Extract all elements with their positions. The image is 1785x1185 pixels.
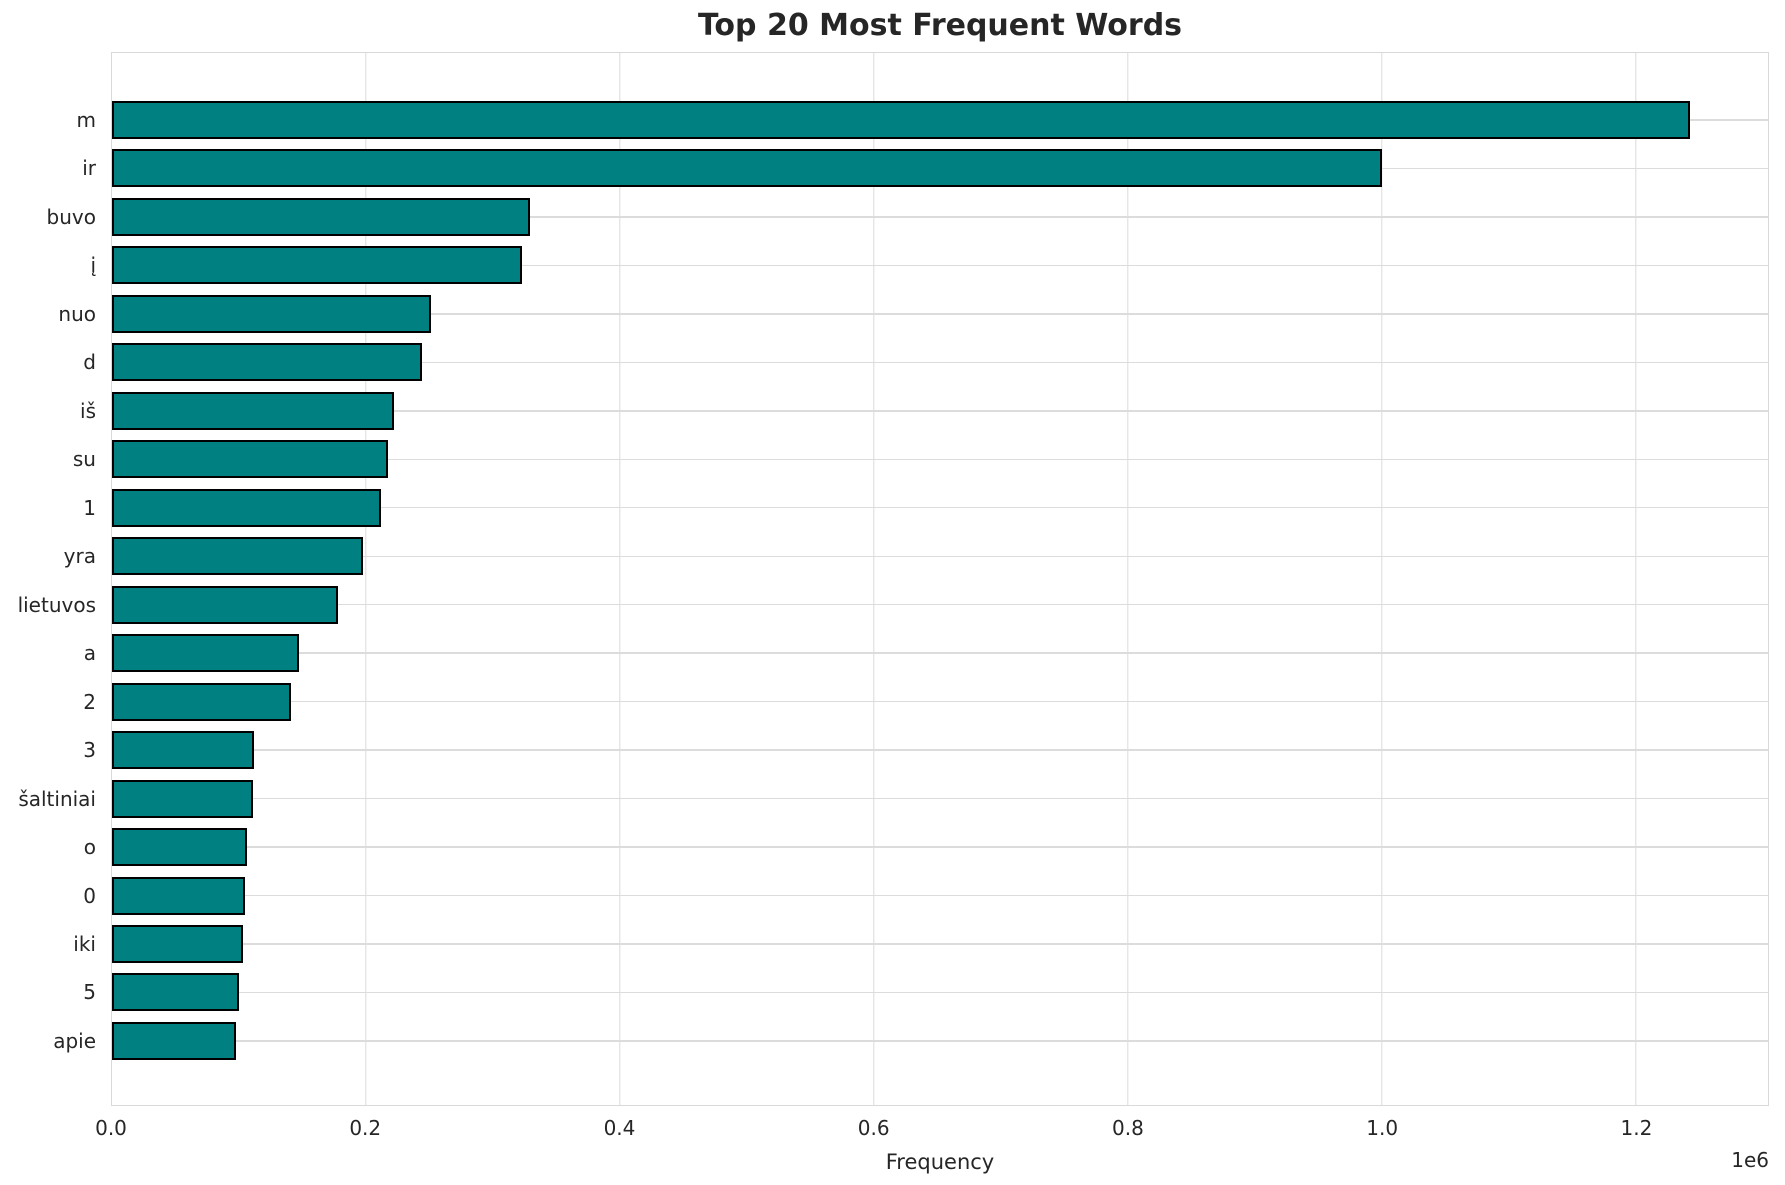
bar-row: 3 <box>83 731 1768 770</box>
category-label: iki <box>73 931 96 956</box>
horizontal-gridline <box>112 797 1768 800</box>
bar-row: a <box>84 634 1768 673</box>
category-label: m <box>76 108 96 132</box>
x-axis-ticks: 0.0 0.2 0.4 0.6 0.8 1.0 1.2 <box>95 1116 1769 1144</box>
horizontal-gridline <box>112 458 1768 460</box>
vertical-gridline <box>1634 53 1637 1105</box>
horizontal-gridline <box>112 555 1768 557</box>
bar <box>112 682 292 721</box>
bar <box>112 876 246 915</box>
x-tick-label: 0.0 <box>95 1116 127 1140</box>
vertical-gridline <box>1380 53 1383 1105</box>
bar-row: yra <box>64 537 1768 576</box>
horizontal-gridline <box>112 894 1768 897</box>
bar <box>112 197 530 236</box>
category-label: d <box>83 350 96 375</box>
bar-row: nuo <box>58 294 1768 333</box>
category-label: 3 <box>83 738 96 763</box>
x-tick-label: 1.0 <box>1366 1116 1399 1140</box>
category-label: lietuvos <box>17 592 96 617</box>
category-label: ir <box>82 156 96 181</box>
x-axis-label: Frequency <box>885 1150 995 1174</box>
category-label: 5 <box>83 980 96 1005</box>
bar <box>112 101 1691 139</box>
bar-row: m <box>77 101 1768 139</box>
category-label: 2 <box>83 689 96 714</box>
bar <box>112 779 253 818</box>
vertical-gridline <box>1127 53 1129 1105</box>
bar <box>112 731 255 770</box>
bar-row: lietuvos <box>18 585 1768 624</box>
bar <box>112 343 422 382</box>
category-label: apie <box>53 1028 96 1053</box>
x-tick-label: 0.6 <box>857 1116 890 1140</box>
category-label: yra <box>63 544 96 569</box>
category-label: į <box>90 253 96 278</box>
vertical-gridline <box>619 53 621 1105</box>
horizontal-gridline <box>112 216 1768 218</box>
horizontal-gridline <box>112 991 1768 994</box>
bar-row: 5 <box>83 973 1768 1012</box>
category-label: o <box>83 835 96 860</box>
x-tick-label: 0.2 <box>349 1116 382 1140</box>
horizontal-gridline <box>112 1040 1768 1042</box>
horizontal-gridline <box>112 652 1768 654</box>
category-label: iš <box>80 398 96 423</box>
plot-area: m ir buvo į nuo d iš su 1 yra lietuvos a 2 3 šaltiniai… <box>18 52 1769 1106</box>
bar-row: į <box>90 246 1768 285</box>
chart-title: Top 20 Most Frequent Words <box>697 8 1183 43</box>
bar-row: 0 <box>83 876 1768 915</box>
bar-row: iki <box>73 924 1768 963</box>
bar-row: 2 <box>83 682 1768 721</box>
bar-row: 1 <box>83 488 1768 527</box>
bar-row: o <box>84 828 1768 867</box>
bar <box>112 488 382 527</box>
bar <box>112 973 239 1012</box>
horizontal-gridline <box>112 507 1768 509</box>
bar <box>112 537 364 576</box>
category-label: 0 <box>83 883 96 908</box>
horizontal-gridline <box>112 264 1768 267</box>
category-label: šaltiniai <box>18 786 96 811</box>
bar-row: su <box>73 440 1768 479</box>
bar-row: apie <box>53 1021 1768 1060</box>
horizontal-gridline <box>112 943 1768 945</box>
bar <box>112 924 243 963</box>
bar <box>112 828 247 867</box>
category-label: 1 <box>83 495 96 520</box>
bar <box>112 585 338 624</box>
x-tick-label: 0.4 <box>603 1116 636 1140</box>
bar-row: ir <box>82 149 1768 188</box>
bar-row: d <box>83 343 1768 382</box>
bar <box>112 294 431 333</box>
category-label: nuo <box>58 301 96 326</box>
bar-row: buvo <box>47 197 1768 236</box>
category-label: buvo <box>46 204 96 229</box>
horizontal-gridline <box>112 361 1768 364</box>
horizontal-gridline <box>112 604 1768 606</box>
vertical-gridline <box>873 53 875 1105</box>
bar <box>112 391 394 430</box>
bar <box>112 1021 237 1060</box>
bar <box>112 634 299 673</box>
axis-offset-text: 1e6 <box>1731 1148 1769 1172</box>
x-tick-label: 1.2 <box>1620 1116 1653 1140</box>
horizontal-gridline <box>112 700 1768 703</box>
bar <box>112 440 388 479</box>
horizontal-gridline <box>112 846 1768 848</box>
horizontal-gridline <box>112 313 1768 315</box>
bar-rows: m ir buvo į nuo d iš su 1 yra lietuvos a 2 3 šaltiniai… <box>18 101 1768 1060</box>
horizontal-gridline <box>112 410 1768 412</box>
horizontal-gridline <box>112 749 1768 751</box>
vertical-gridline <box>365 53 367 1105</box>
x-tick-label: 0.8 <box>1112 1116 1144 1140</box>
bar <box>112 246 523 285</box>
category-label: su <box>72 447 96 472</box>
category-label: a <box>83 641 96 666</box>
bar-row: iš <box>80 391 1768 430</box>
bar <box>112 149 1382 188</box>
bar-row: šaltiniai <box>18 779 1768 818</box>
